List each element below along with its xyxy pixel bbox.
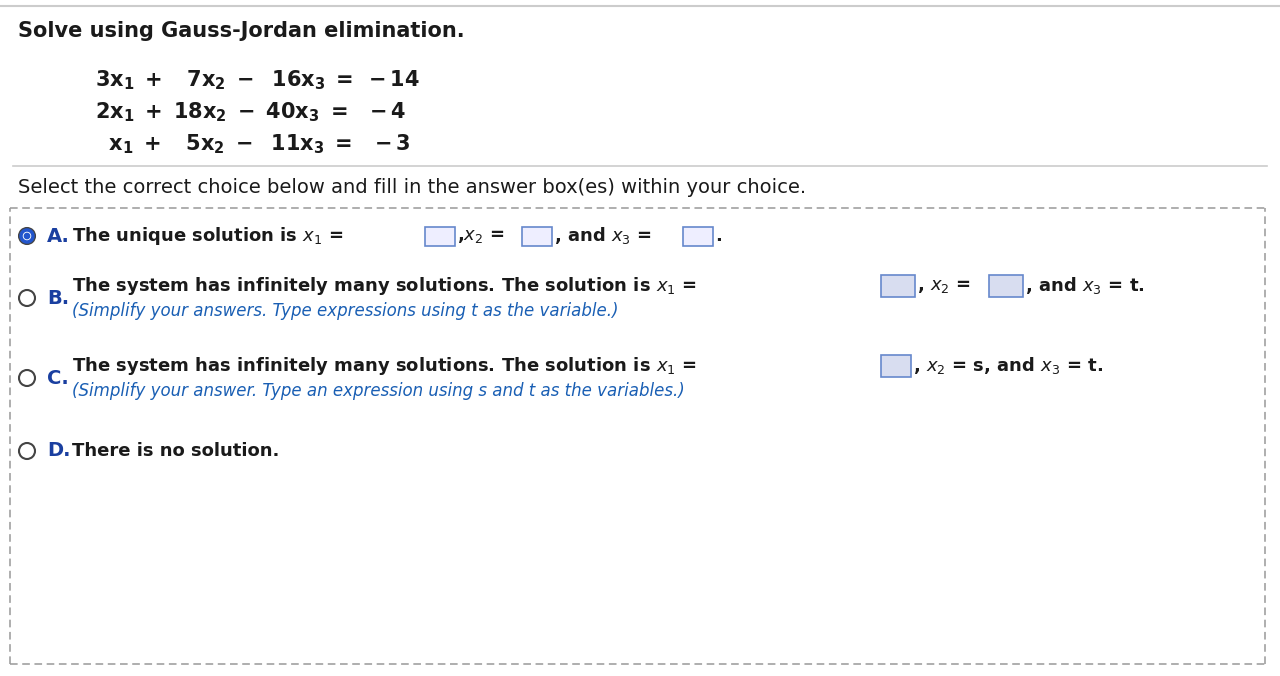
Text: The system has infinitely many solutions. The solution is $x_1$ =: The system has infinitely many solutions… <box>72 355 696 377</box>
FancyBboxPatch shape <box>881 275 915 297</box>
FancyBboxPatch shape <box>989 275 1023 297</box>
Text: (Simplify your answer. Type an expression using s and t as the variables.): (Simplify your answer. Type an expressio… <box>72 382 685 400</box>
Circle shape <box>19 290 35 306</box>
FancyBboxPatch shape <box>521 226 552 245</box>
FancyBboxPatch shape <box>425 226 456 245</box>
Text: There is no solution.: There is no solution. <box>72 442 279 460</box>
Circle shape <box>23 233 31 239</box>
Text: The unique solution is $x_1$ =: The unique solution is $x_1$ = <box>72 225 343 247</box>
Text: , $x_2$ = s, and $x_3$ = t.: , $x_2$ = s, and $x_3$ = t. <box>913 356 1103 377</box>
Text: C.: C. <box>47 368 69 387</box>
FancyBboxPatch shape <box>682 226 713 245</box>
Circle shape <box>19 370 35 386</box>
Text: (Simplify your answers. Type expressions using t as the variable.): (Simplify your answers. Type expressions… <box>72 302 618 320</box>
Circle shape <box>19 443 35 459</box>
Text: D.: D. <box>47 441 70 460</box>
Text: A.: A. <box>47 226 70 245</box>
Text: Select the correct choice below and fill in the answer box(es) within your choic: Select the correct choice below and fill… <box>18 178 806 197</box>
Text: ,$x_2$ =: ,$x_2$ = <box>457 227 504 245</box>
Text: $\mathbf{\ \ x_1}$$\mathbf{\ +\ \ \ 5x_2\ -\ \ 11x_3\ =\ \ -3}$: $\mathbf{\ \ x_1}$$\mathbf{\ +\ \ \ 5x_2… <box>95 132 411 155</box>
Text: , $x_2$ =: , $x_2$ = <box>916 277 970 295</box>
Circle shape <box>19 228 35 244</box>
Text: $\mathbf{2x_1}$$\mathbf{\ +\ 18x_2\ -\ 40x_3\ =\ \ -4}$: $\mathbf{2x_1}$$\mathbf{\ +\ 18x_2\ -\ 4… <box>95 100 406 124</box>
Text: , and $x_3$ =: , and $x_3$ = <box>553 226 652 247</box>
Text: .: . <box>714 227 722 245</box>
FancyBboxPatch shape <box>881 355 911 377</box>
Text: , and $x_3$ = t.: , and $x_3$ = t. <box>1025 276 1144 297</box>
Text: The system has infinitely many solutions. The solution is $x_1$ =: The system has infinitely many solutions… <box>72 275 696 297</box>
Text: Solve using Gauss-Jordan elimination.: Solve using Gauss-Jordan elimination. <box>18 21 465 41</box>
Text: $\mathbf{3x_1}$$\mathbf{\ +\ \ \ 7x_2\ -\ \ 16x_3\ =\ -14}$: $\mathbf{3x_1}$$\mathbf{\ +\ \ \ 7x_2\ -… <box>95 68 420 92</box>
Text: B.: B. <box>47 289 69 308</box>
